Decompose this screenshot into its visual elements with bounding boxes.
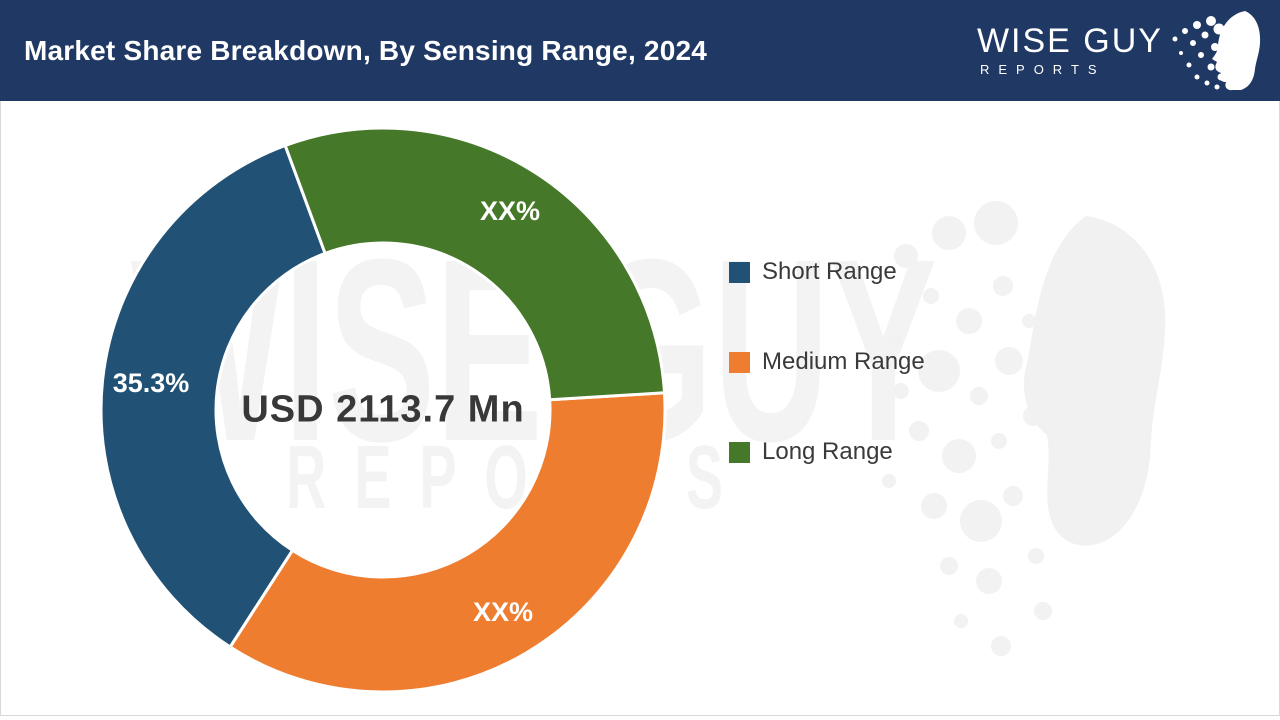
logo-text: WISE GUY REPORTS	[977, 24, 1163, 77]
legend-label: Medium Range	[762, 348, 925, 375]
legend-label: Short Range	[762, 258, 897, 285]
legend-swatch-medium-range	[729, 351, 750, 373]
donut-chart: 35.3% XX% XX%	[99, 126, 667, 694]
logo-face-icon	[1172, 10, 1261, 90]
wise-guy-logo: WISE GUY REPORTS	[977, 9, 1262, 93]
legend-item-long-range: Long Range	[729, 440, 925, 464]
chart-area: WISE GUY REPORTS 35.3% XX% XX% USD 2113.…	[0, 101, 1280, 716]
slice-label-medium: XX%	[473, 597, 533, 627]
slice-label-short: 35.3%	[113, 368, 190, 398]
legend-item-short-range: Short Range	[729, 260, 925, 284]
legend-label: Long Range	[762, 438, 893, 465]
legend-swatch-long-range	[729, 441, 750, 463]
slice-medium-range	[228, 391, 667, 694]
legend-swatch-short-range	[729, 261, 750, 283]
slice-label-long: XX%	[480, 196, 540, 226]
slice-short-range	[99, 144, 327, 649]
legend-item-medium-range: Medium Range	[729, 350, 925, 374]
logo-sub: REPORTS	[979, 62, 1106, 77]
slice-long-range	[283, 126, 666, 402]
header-bar: Market Share Breakdown, By Sensing Range…	[0, 0, 1280, 101]
donut-center-value: USD 2113.7 Mn	[241, 388, 525, 431]
logo-name: WISE GUY	[976, 22, 1163, 60]
legend: Short Range Medium Range Long Range	[729, 260, 925, 464]
watermark-dotted-face	[882, 201, 1166, 656]
chart-title: Market Share Breakdown, By Sensing Range…	[24, 34, 708, 66]
